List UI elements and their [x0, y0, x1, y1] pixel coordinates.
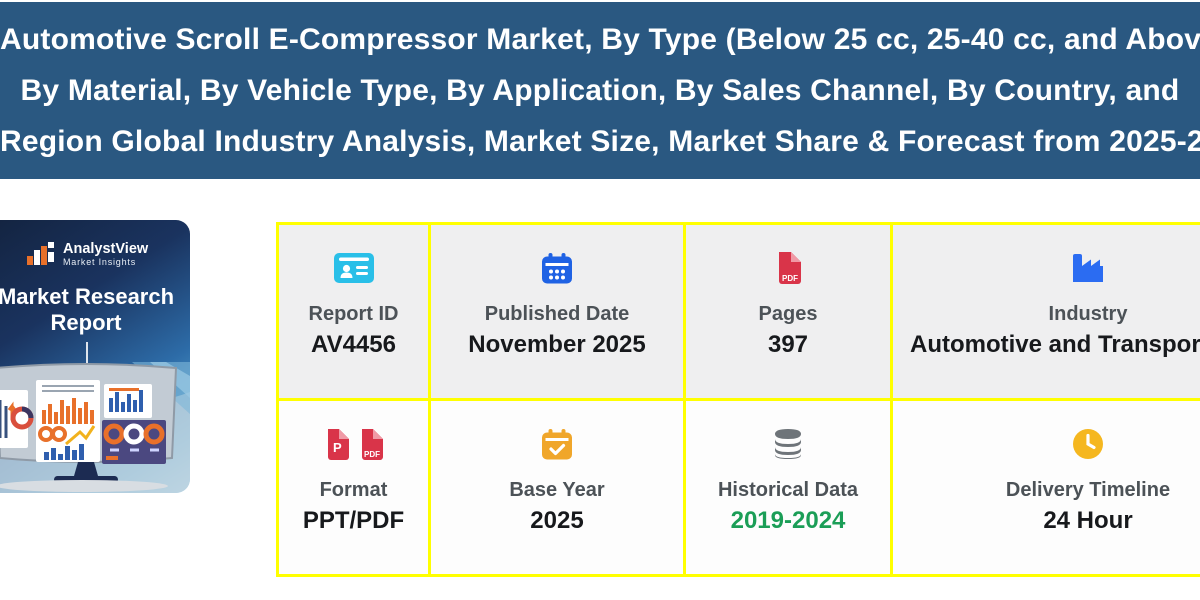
- cell-label: Base Year: [509, 479, 605, 501]
- cell-label: Delivery Timeline: [1005, 479, 1171, 501]
- database-icon: [775, 429, 801, 459]
- brand-tagline: Market Insights: [63, 257, 137, 267]
- cell-value: November 2025: [468, 331, 646, 358]
- clock-icon: [1073, 429, 1103, 459]
- file-pdf-icon: PDF: [778, 252, 801, 284]
- cell-label: Published Date: [484, 303, 630, 325]
- cover-title-line-1: Market Research: [0, 284, 175, 309]
- analystview-logo-icon: [27, 242, 54, 265]
- svg-text:PDF: PDF: [364, 450, 380, 459]
- cell-label: Pages: [758, 303, 818, 325]
- cell-value: 397: [767, 331, 809, 358]
- cell-label: Historical Data: [717, 479, 859, 501]
- calendar-icon: [542, 252, 572, 283]
- cover-title-line-2: Report: [50, 310, 122, 335]
- cell-published-date: Published Date November 2025: [431, 225, 683, 398]
- svg-text:PDF: PDF: [782, 274, 798, 283]
- svg-text:P: P: [333, 440, 342, 455]
- cell-label: Report ID: [308, 303, 399, 325]
- title-banner: Automotive Scroll E-Compressor Market, B…: [0, 2, 1200, 179]
- cell-industry: Industry Automotive and Transportation: [893, 225, 1200, 398]
- factory-icon: [1073, 254, 1103, 282]
- cell-report-id: Report ID AV4456: [279, 225, 428, 398]
- cell-pages: PDF Pages 397: [686, 225, 890, 398]
- cell-value: Automotive and Transportation: [909, 331, 1200, 358]
- title-line-3: Region Global Industry Analysis, Market …: [0, 125, 1200, 158]
- cell-delivery-timeline: Delivery Timeline 24 Hour: [893, 401, 1200, 574]
- title-line-2: By Material, By Vehicle Type, By Applica…: [20, 74, 1180, 107]
- cell-historical-data: Historical Data 2019-2024: [686, 401, 890, 574]
- cell-value: 24 Hour: [1043, 507, 1133, 534]
- cell-label: Format: [319, 479, 388, 501]
- id-card-icon: [333, 253, 374, 283]
- cell-value: 2019-2024: [730, 507, 846, 534]
- brand-logo: AnalystView Market Insights: [26, 240, 148, 268]
- cell-format: P PDF Format PPT/PDF: [279, 401, 428, 574]
- cell-base-year: Base Year 2025: [431, 401, 683, 574]
- pointer-line: [86, 342, 88, 374]
- brand-name: AnalystView: [63, 241, 149, 257]
- cell-value: 2025: [530, 507, 584, 534]
- monitor-charts-illustration: [0, 362, 190, 493]
- cell-value: AV4456: [311, 331, 396, 358]
- cell-value: PPT/PDF: [302, 507, 405, 534]
- file-ppt-icon: P: [327, 428, 349, 460]
- cell-label: Industry: [1048, 303, 1128, 325]
- title-line-1: Automotive Scroll E-Compressor Market, B…: [0, 23, 1200, 56]
- calendar-check-icon: [542, 428, 572, 459]
- file-pdf-icon: PDF: [361, 428, 383, 460]
- report-cover-image: AnalystView Market Insights Market Resea…: [0, 220, 190, 493]
- report-info-grid: Report ID AV4456 Published Date November…: [276, 222, 1200, 577]
